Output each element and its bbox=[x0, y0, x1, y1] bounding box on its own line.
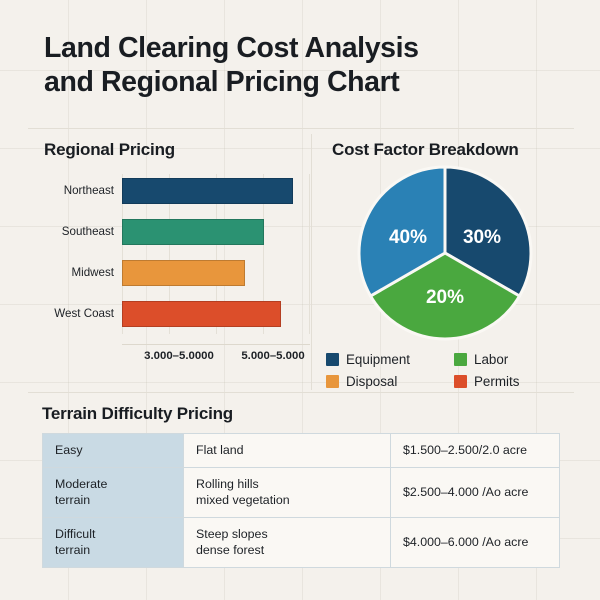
page-title-line-1: Land Clearing Cost Analysis bbox=[44, 32, 419, 64]
panel-divider bbox=[311, 134, 312, 390]
table-row: Easy Flat land $1.500–2.500/2.0 acre bbox=[42, 433, 560, 468]
legend-swatch-icon bbox=[454, 352, 467, 366]
cell-text: $1.500–2.500/2.0 acre bbox=[403, 443, 528, 457]
bar-row: Southeast bbox=[28, 217, 310, 247]
bar-xtick-label: 3.000–5.0000 bbox=[144, 350, 214, 362]
cell-price: $1.500–2.500/2.0 acre bbox=[390, 433, 560, 468]
bar-gridline bbox=[169, 174, 170, 334]
cell-difficulty: Difficult terrain bbox=[42, 516, 184, 569]
legend-item-equipment: Equipment bbox=[326, 352, 454, 367]
bar-midwest bbox=[122, 260, 245, 286]
cost-factor-panel: Cost Factor Breakdown 30% 20% 40% Equipm… bbox=[318, 132, 574, 390]
page-title-line-2: and Regional Pricing Chart bbox=[44, 65, 400, 98]
bar-category-label: Northeast bbox=[63, 184, 114, 197]
cell-description: Steep slopes dense forest bbox=[183, 516, 391, 569]
table-row: Moderate terrain Rolling hills mixed veg… bbox=[42, 466, 560, 518]
legend-label: Equipment bbox=[346, 351, 411, 367]
cell-text: terrain bbox=[55, 543, 91, 558]
bar-xtick-label: 5.000–5.000 bbox=[241, 350, 305, 362]
cell-difficulty: Easy bbox=[42, 433, 184, 468]
bar-axis-line bbox=[122, 344, 310, 345]
legend-swatch-icon bbox=[454, 374, 467, 388]
bar-category-label: Southeast bbox=[61, 225, 114, 238]
bar-west-coast bbox=[122, 301, 281, 327]
legend-label: Disposal bbox=[346, 373, 398, 389]
legend-swatch-icon bbox=[326, 352, 339, 366]
bar-northeast bbox=[122, 178, 293, 204]
pie-label-disposal: 40% bbox=[389, 227, 427, 248]
pie-label-labor: 20% bbox=[426, 287, 464, 308]
bar-row: Midwest bbox=[28, 258, 310, 288]
bar-category-label: Midwest bbox=[71, 266, 114, 279]
pie-chart: 30% 20% 40% bbox=[356, 164, 534, 342]
cost-factor-title: Cost Factor Breakdown bbox=[332, 140, 519, 159]
pie-label-equipment: 30% bbox=[463, 227, 501, 248]
cell-text: $2.500–4.000 /Aо acre bbox=[403, 484, 529, 499]
header-divider bbox=[28, 128, 574, 129]
pie-legend: Equipment Labor Disposal Permits bbox=[326, 348, 574, 392]
cell-text: Difficult bbox=[55, 526, 96, 541]
charts-divider bbox=[28, 392, 574, 393]
bar-chart: Northeast Southeast Midwest West Coast 3… bbox=[28, 170, 310, 390]
legend-label: Labor bbox=[474, 351, 509, 367]
bar-category-label: West Coast bbox=[54, 307, 114, 320]
regional-pricing-panel: Regional Pricing Northeast Southeast Mid… bbox=[28, 132, 310, 390]
cell-text: Rolling hills bbox=[196, 476, 259, 491]
bar-gridline bbox=[263, 174, 264, 334]
regional-pricing-title: Regional Pricing bbox=[44, 140, 175, 159]
cell-text: Flat land bbox=[196, 443, 244, 457]
cell-description: Rolling hills mixed vegetation bbox=[183, 466, 391, 518]
bar-southeast bbox=[122, 219, 264, 245]
bar-gridline bbox=[309, 174, 310, 334]
cell-text: Moderate bbox=[55, 476, 108, 491]
cell-price: $4.000–6.000 /Aо acre bbox=[390, 516, 560, 569]
legend-item-disposal: Disposal bbox=[326, 374, 454, 389]
legend-label: Permits bbox=[474, 373, 520, 389]
bar-row: West Coast bbox=[28, 299, 310, 329]
bar-x-axis: 3.000–5.0000 5.000–5.000 bbox=[28, 344, 310, 372]
cell-text: mixed vegetation bbox=[196, 493, 290, 508]
terrain-table-title: Terrain Difficulty Pricing bbox=[42, 404, 233, 423]
legend-swatch-icon bbox=[326, 374, 339, 388]
bar-gridline bbox=[122, 174, 123, 334]
pie-slice-disposal bbox=[357, 165, 447, 299]
table-row: Difficult terrain Steep slopes dense for… bbox=[42, 516, 560, 569]
cell-text: $4.000–6.000 /Aо acre bbox=[403, 535, 529, 550]
cell-text: Steep slopes bbox=[196, 526, 268, 541]
legend-item-labor: Labor bbox=[454, 352, 572, 367]
terrain-difficulty-section: Terrain Difficulty Pricing Easy Flat lan… bbox=[28, 398, 574, 569]
cell-description: Flat land bbox=[183, 433, 391, 468]
cell-text: terrain bbox=[55, 493, 91, 508]
bar-gridline bbox=[216, 174, 217, 334]
cell-price: $2.500–4.000 /Aо acre bbox=[390, 466, 560, 518]
cell-difficulty: Moderate terrain bbox=[42, 466, 184, 518]
bar-row: Northeast bbox=[28, 176, 310, 206]
terrain-difficulty-table: Easy Flat land $1.500–2.500/2.0 acre Mod… bbox=[42, 433, 560, 569]
legend-item-permits: Permits bbox=[454, 374, 572, 389]
cell-text: dense forest bbox=[196, 543, 265, 558]
cell-text: Easy bbox=[55, 443, 83, 457]
page-title: Land Clearing Cost Analysis and Regional… bbox=[44, 32, 544, 99]
pie-chart-svg: 30% 20% 40% bbox=[357, 165, 533, 341]
